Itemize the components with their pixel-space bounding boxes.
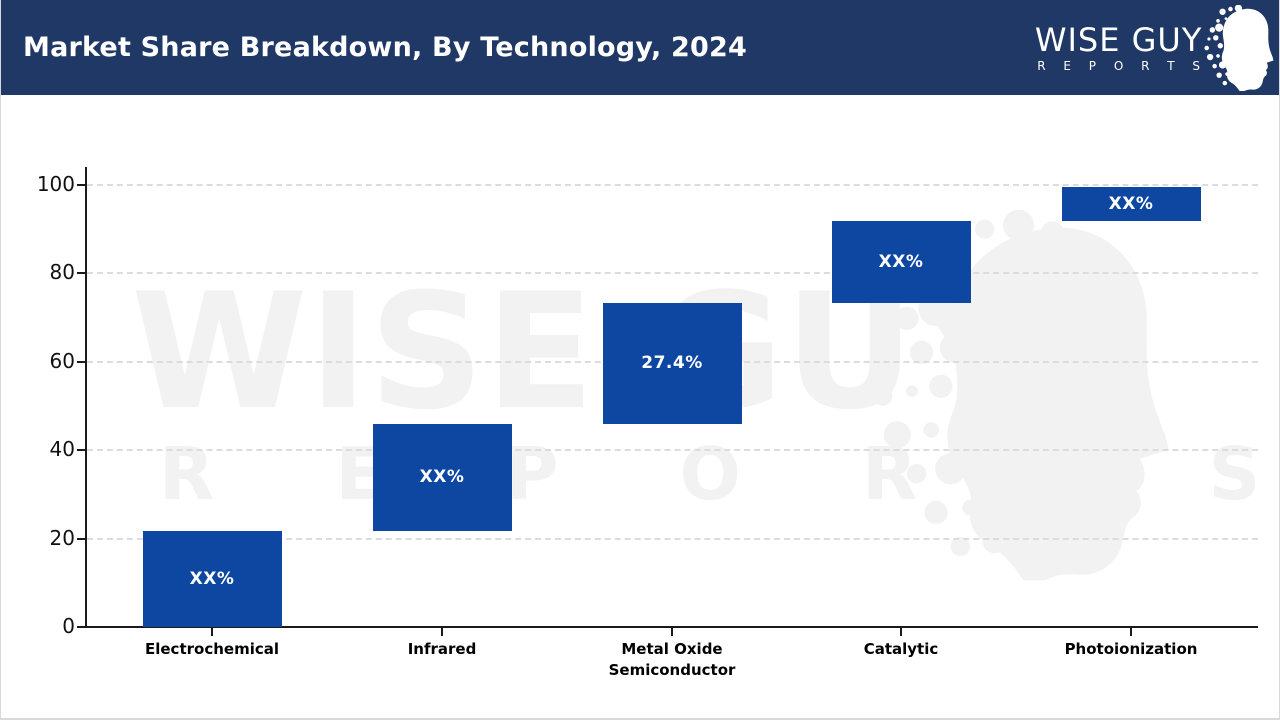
x-tick	[1130, 628, 1132, 636]
y-tick-label: 60	[49, 348, 75, 373]
y-axis-line	[85, 167, 87, 628]
y-tick	[77, 537, 86, 540]
y-tick-label: 40	[49, 437, 75, 461]
y-tick-label: 80	[49, 260, 75, 284]
bar-segment: XX%	[1061, 187, 1201, 222]
bar-segment: XX%	[372, 423, 512, 531]
bar-segment: 27.4%	[602, 302, 742, 424]
x-tick-label: Metal Oxide Semiconductor	[608, 640, 736, 679]
y-tick-label: 20	[49, 525, 75, 550]
watermark-face-icon	[872, 210, 1169, 581]
x-tick-label: Infrared	[407, 640, 477, 658]
x-tick	[441, 628, 443, 636]
gridline	[87, 449, 1258, 451]
x-axis-line	[85, 626, 1258, 628]
gridline	[87, 183, 1258, 186]
bar-segment: XX%	[142, 530, 282, 627]
wiseguy-logo-text: WISE GUY R E P O R T S	[1030, 23, 1207, 73]
wiseguy-logo: WISE GUY R E P O R T S	[1030, 4, 1275, 91]
y-tick	[77, 449, 86, 451]
wiseguy-face-icon	[1204, 4, 1274, 91]
y-tick	[77, 272, 86, 274]
page-title: Market Share Breakdown, By Technology, 2…	[23, 32, 748, 63]
x-tick-label: Electrochemical	[145, 640, 279, 658]
logo-wordmark: WISE GUY	[1034, 20, 1203, 59]
bar-value-label: XX%	[189, 568, 235, 589]
gridline	[87, 537, 1258, 540]
x-tick	[900, 628, 902, 636]
bar-value-label: XX%	[878, 251, 924, 272]
bar-value-label: XX%	[419, 467, 465, 488]
bar-segment: XX%	[831, 221, 971, 303]
y-tick	[77, 183, 86, 186]
bar-value-label: 27.4%	[641, 353, 703, 374]
bar-value-label: XX%	[1108, 194, 1154, 215]
logo-subtitle: R E P O R T S	[1037, 58, 1207, 73]
x-tick-label: Photoionization	[1064, 640, 1198, 658]
y-tick	[77, 360, 86, 363]
y-tick-label: 0	[62, 614, 75, 638]
x-tick	[671, 628, 673, 636]
header-bar: Market Share Breakdown, By Technology, 2…	[1, 0, 1279, 95]
x-tick-label: Catalytic	[863, 640, 939, 658]
x-tick	[211, 628, 213, 636]
gridline	[87, 272, 1258, 274]
y-tick	[77, 626, 86, 628]
y-tick-label: 100	[36, 171, 75, 196]
